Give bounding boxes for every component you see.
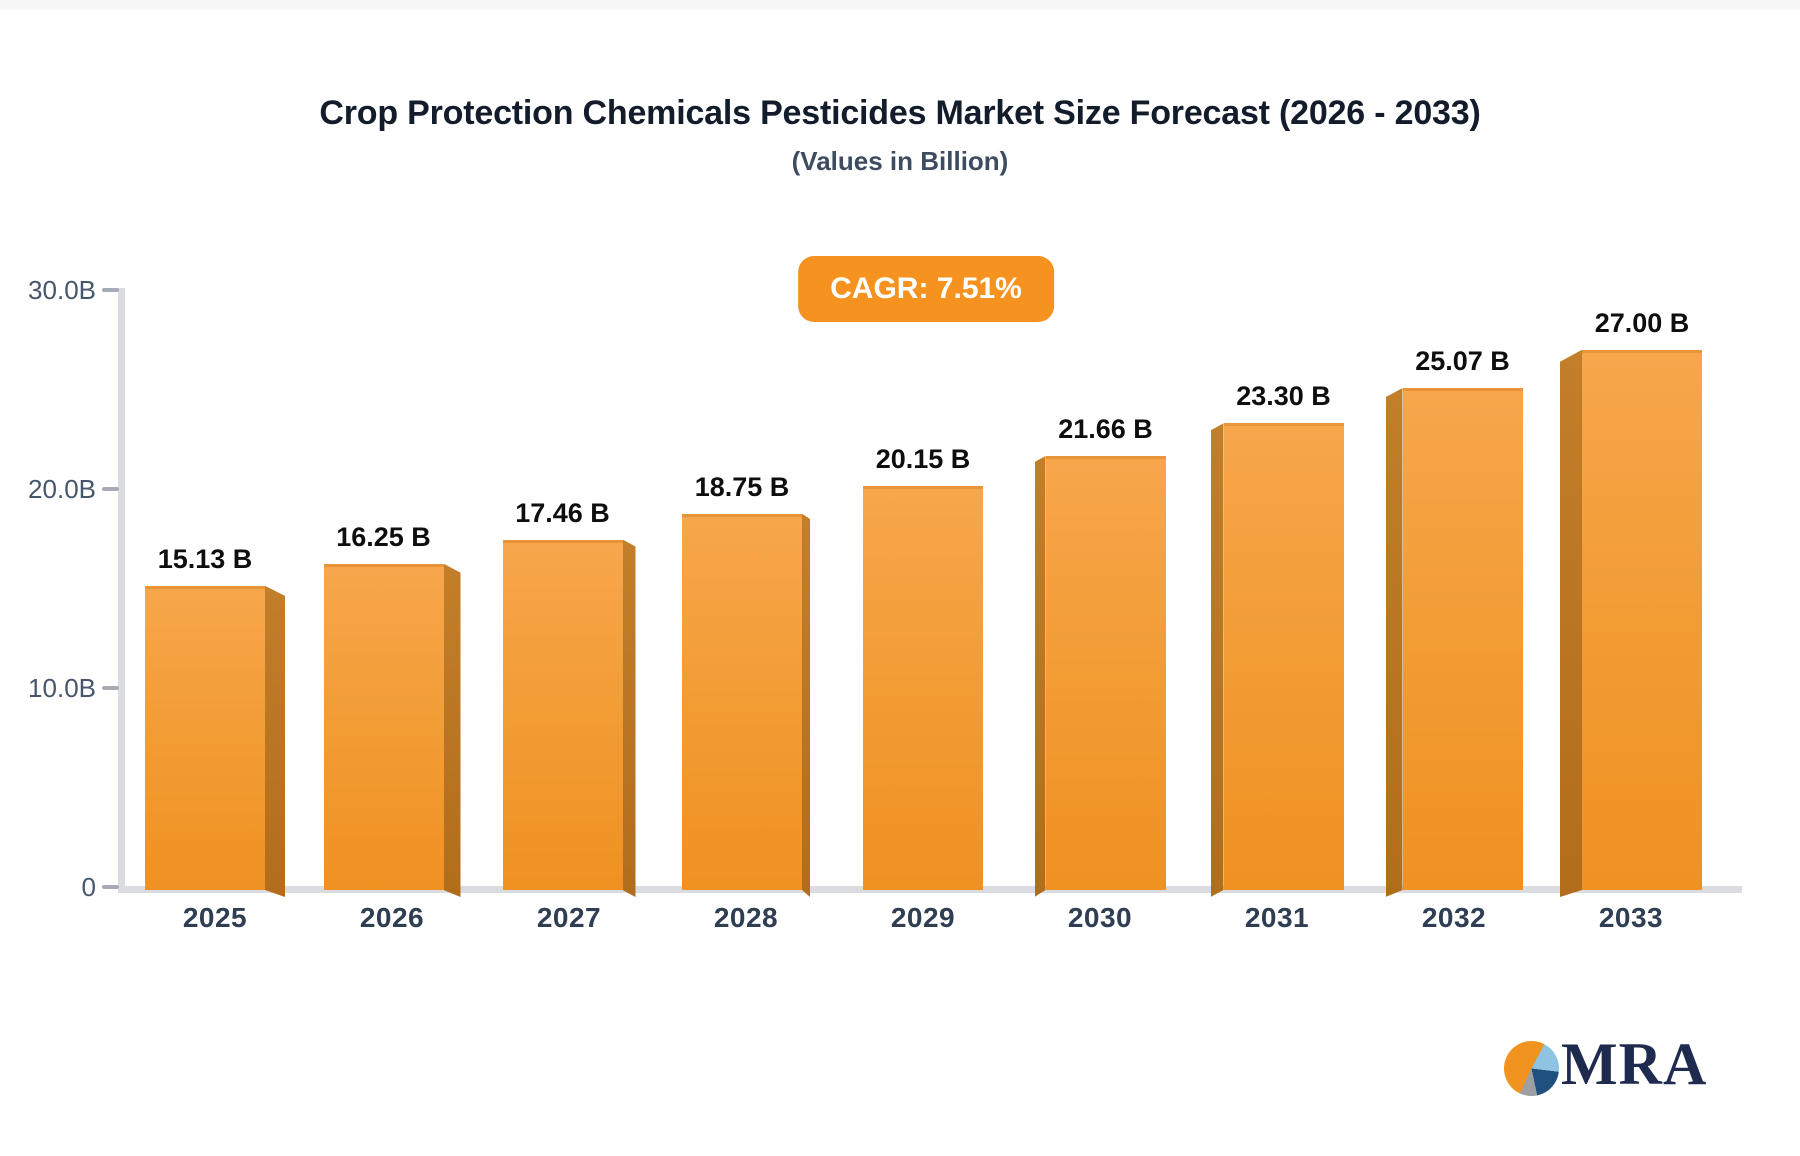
bar-2033 — [1582, 349, 1702, 890]
y-axis-tick-label: 10.0B — [28, 673, 96, 703]
bar-value-label: 25.07 B — [1415, 346, 1510, 377]
cagr-badge-label: CAGR: 7.51% — [830, 272, 1022, 305]
bar-value-label: 23.30 B — [1236, 381, 1331, 412]
cagr-badge: CAGR: 7.51% — [798, 256, 1054, 322]
bar-2027 — [502, 539, 623, 890]
brand-logo: MRA — [1504, 1031, 1707, 1099]
bar-side-face bar-2030-side — [1035, 456, 1046, 897]
bar-side-face bar-2033-side — [1560, 350, 1582, 897]
bar-side-face bar-2027-side — [623, 540, 636, 897]
bar-value-label: 17.46 B — [515, 497, 610, 528]
x-axis-label-2029: 2029 — [890, 902, 956, 933]
bar-value-label: 21.66 B — [1058, 413, 1153, 444]
bar-2032 — [1402, 388, 1523, 890]
bar-value-label: 27.00 B — [1594, 307, 1690, 338]
y-axis-tick-mark — [102, 288, 119, 292]
y-axis-tick-label: 0 — [81, 872, 96, 902]
bar-2031 — [1223, 423, 1344, 890]
bar-value-label: 18.75 B — [694, 471, 790, 502]
chart-subtitle: (Values in Billion) — [791, 146, 1009, 176]
y-axis-line — [118, 288, 125, 893]
bar-value-label: 16.25 B — [336, 521, 431, 552]
bar-2030 — [1045, 455, 1166, 890]
pie-chart-logo-icon — [1504, 1041, 1559, 1096]
bar-side-face bar-2031-side — [1211, 423, 1224, 897]
x-axis-label-2025: 2025 — [182, 902, 248, 933]
x-axis-label-2030: 2030 — [1067, 902, 1133, 933]
y-axis-tick-mark — [102, 487, 119, 491]
chart-title: Crop Protection Chemicals Pesticides Mar… — [319, 94, 1481, 132]
x-axis-label-2028: 2028 — [713, 902, 779, 933]
bar-2026 — [323, 563, 444, 890]
x-axis-label-2032: 2032 — [1421, 902, 1487, 933]
bar-value-label: 15.13 B — [157, 543, 253, 574]
bar-side-face bar-2028-side — [802, 514, 810, 897]
bar-side-face bar-2032-side — [1386, 388, 1403, 897]
x-axis-label-2027: 2027 — [536, 902, 602, 933]
bar-2028 — [682, 513, 802, 890]
y-axis-tick-mark — [102, 686, 119, 690]
bar-side-face bar-2025-side — [265, 586, 285, 897]
page-top-strip — [0, 0, 1800, 10]
x-axis-label-2031: 2031 — [1244, 902, 1310, 933]
bar-2029 — [863, 486, 983, 890]
y-axis-tick-label: 20.0B — [28, 474, 96, 504]
y-axis-tick-mark — [102, 885, 119, 889]
y-axis-tick-label: 30.0B — [28, 275, 96, 305]
bar-2025 — [145, 585, 265, 890]
bar-value-label: 20.15 B — [875, 444, 971, 474]
brand-logo-text: MRA — [1561, 1031, 1708, 1097]
bar-side-face bar-2026-side — [444, 564, 461, 897]
x-axis-label-2026: 2026 — [359, 902, 425, 933]
x-axis-label-2033: 2033 — [1598, 902, 1664, 933]
